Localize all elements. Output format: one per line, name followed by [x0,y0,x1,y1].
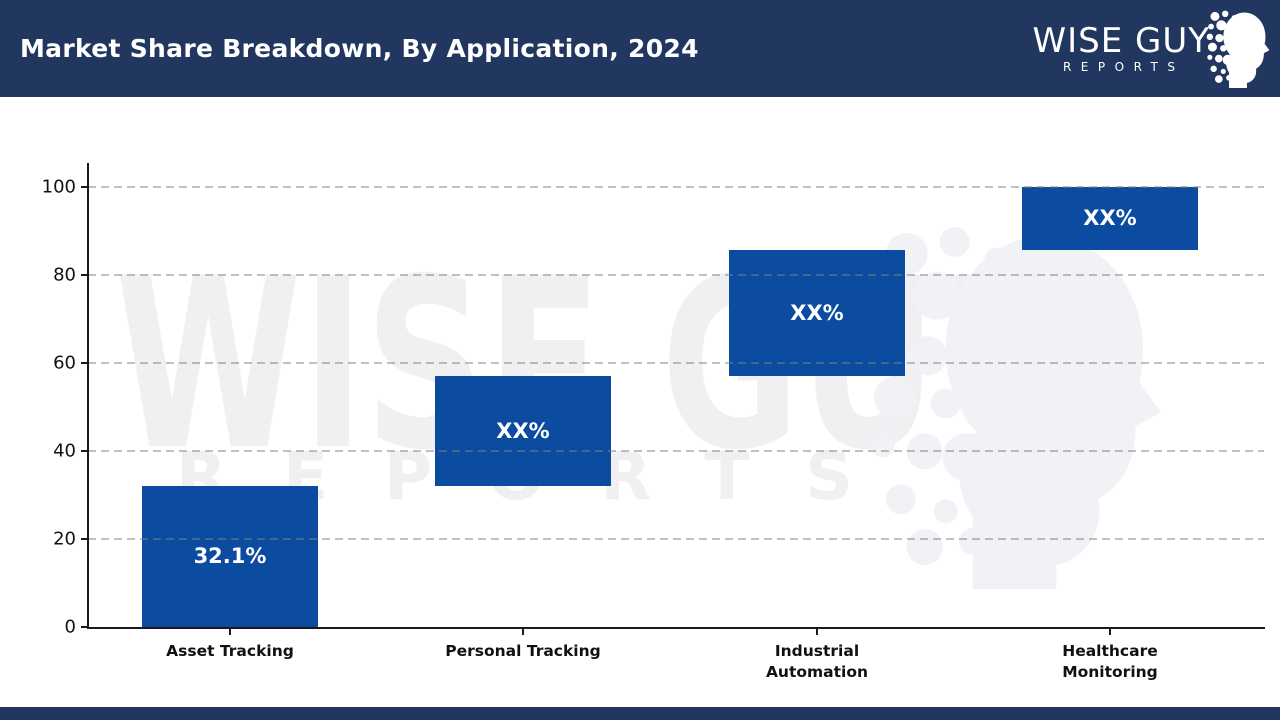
x-tick-mark [522,629,524,635]
footer-bar [0,707,1280,720]
y-tick-mark [81,538,88,540]
x-tick-mark [1109,629,1111,635]
y-tick-label: 80 [53,264,76,286]
y-axis-spine [87,163,89,629]
y-tick-mark [81,274,88,276]
gridline-20 [88,538,1264,540]
y-tick-mark [81,450,88,452]
x-tick-mark [816,629,818,635]
wise-guy-logo: WISE GUY REPORTS [1032,5,1270,93]
bar-value-label: 32.1% [193,544,267,569]
bar-segment [1022,187,1198,250]
bar-value-label: XX% [790,301,844,326]
page-title: Market Share Breakdown, By Application, … [20,34,699,63]
logo-wordmark: WISE GUY [1032,20,1210,61]
x-category-line: Automation [765,662,869,681]
y-tick-label: 60 [53,352,76,374]
x-category-label: Healthcare Monitoring [1000,641,1220,683]
x-category-line: Industrial [774,642,860,660]
gridline-100 [88,186,1264,188]
gridline-60 [88,362,1264,364]
y-tick-mark [81,362,88,364]
x-category-label: Personal Tracking [413,641,633,662]
x-category-line: Asset Tracking [166,642,294,660]
x-category-label: Industrial Automation [707,641,927,683]
bar-segment [435,376,611,486]
bar-value-label: XX% [1083,206,1137,231]
watermark-head-icon [867,226,1162,589]
x-category-label: Asset Tracking [120,641,340,662]
bar-value-label: XX% [496,418,550,443]
x-category-line: Monitoring [1062,662,1158,681]
y-tick-label: 40 [53,440,76,462]
y-tick-mark [81,186,88,188]
logo-head-icon [1206,10,1270,89]
x-category-line: Healthcare [1062,642,1158,660]
gridline-40 [88,450,1264,452]
x-category-line: Personal Tracking [445,642,601,660]
header-bar: Market Share Breakdown, By Application, … [0,0,1280,97]
bar-segment [142,485,318,627]
y-tick-mark [81,626,88,628]
bar-segment [729,249,905,377]
logo-subtitle: REPORTS [1062,60,1185,75]
y-tick-label: 20 [53,528,76,550]
x-axis-spine [87,627,1265,629]
y-tick-label: 100 [41,176,76,198]
y-tick-label: 0 [64,616,76,638]
gridline-80 [88,274,1264,276]
logo-text: WISE GUY REPORTS [1032,20,1210,75]
x-tick-mark [229,629,231,635]
